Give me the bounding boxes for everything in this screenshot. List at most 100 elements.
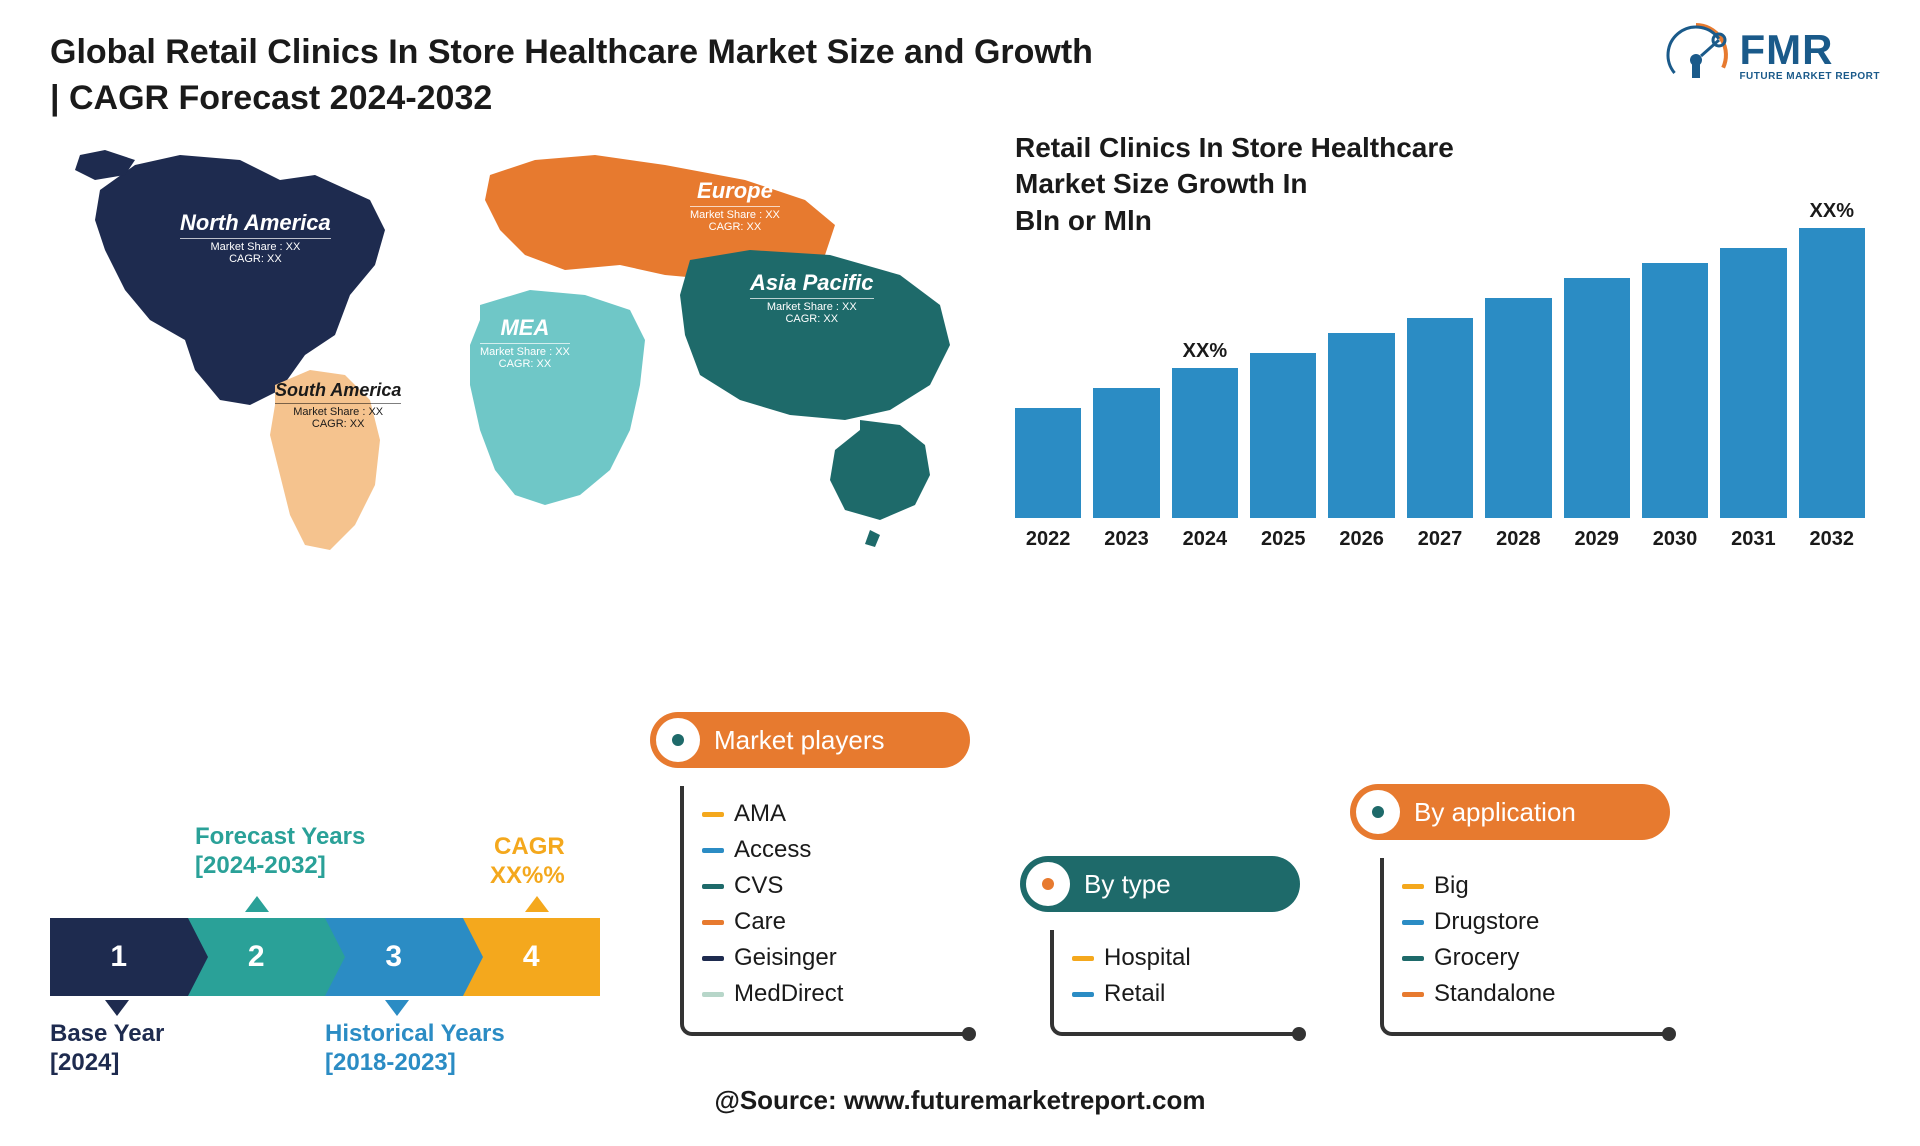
region-eu-share: Market Share : XX	[690, 206, 780, 221]
world-map: North America Market Share : XX CAGR: XX…	[50, 140, 990, 560]
bar-year-label: 2024	[1183, 528, 1228, 551]
bar-2027: 2027	[1407, 318, 1473, 551]
list-item-label: Drugstore	[1434, 908, 1539, 936]
bar-2025: 2025	[1250, 353, 1316, 551]
bar-year-label: 2032	[1810, 528, 1855, 551]
source-text: @Source: www.futuremarketreport.com	[714, 1085, 1205, 1116]
tl-cagr-sub: XX%%	[490, 862, 565, 891]
bar-rect	[1485, 298, 1551, 518]
growth-bar-chart: Retail Clinics In Store Healthcare Marke…	[1015, 130, 1865, 550]
swatch-icon	[1402, 920, 1424, 925]
list-item: Retail	[1072, 976, 1300, 1012]
swatch-icon	[702, 812, 724, 817]
tl-seg-3: 3	[325, 918, 463, 996]
region-sa-cagr: CAGR: XX	[275, 418, 401, 430]
region-mea-name: MEA	[480, 315, 570, 341]
bar-rect	[1564, 278, 1630, 518]
logo-fmr-text: FMR	[1739, 29, 1880, 71]
region-ap-share: Market Share : XX	[750, 298, 874, 313]
tl-seg-1: 1	[50, 918, 188, 996]
pill-app-title: By application	[1414, 797, 1576, 828]
bar-year-label: 2027	[1418, 528, 1463, 551]
tl-forecast-sub: [2024-2032]	[195, 852, 365, 881]
swatch-icon	[1402, 884, 1424, 889]
market-players-section: Market players AMA Access CVS Care Geisinger…	[650, 712, 970, 1036]
bar-year-label: 2026	[1339, 528, 1384, 551]
region-na-cagr: CAGR: XX	[180, 253, 331, 265]
logo-sub-text: FUTURE MARKET REPORT	[1739, 71, 1880, 82]
list-item: Big	[1402, 868, 1670, 904]
list-item-label: CVS	[734, 872, 783, 900]
region-na-share: Market Share : XX	[180, 238, 331, 253]
bar-year-label: 2031	[1731, 528, 1776, 551]
bar-2029: 2029	[1564, 278, 1630, 551]
tl-hist-title: Historical Years	[325, 1020, 505, 1049]
bar-year-label: 2023	[1104, 528, 1149, 551]
tl-forecast-title: Forecast Years	[195, 823, 365, 852]
bar-year-label: 2025	[1261, 528, 1306, 551]
list-item: Care	[702, 904, 970, 940]
bar-2031: 2031	[1720, 248, 1786, 551]
region-ap-name: Asia Pacific	[750, 270, 874, 296]
bar-rect	[1250, 353, 1316, 518]
tl-base-title: Base Year	[50, 1020, 164, 1049]
by-type-section: By type HospitalRetail	[1020, 856, 1300, 1036]
by-application-section: By application Big Drugstore Grocery Standa…	[1350, 784, 1670, 1036]
page-title: Global Retail Clinics In Store Healthcar…	[50, 30, 1100, 122]
chart-title-l3: Bln or Mln	[1015, 203, 1865, 239]
fmr-logo: FMR FUTURE MARKET REPORT	[1661, 20, 1880, 90]
swatch-icon	[702, 992, 724, 997]
bar-2024: XX%2024	[1172, 368, 1238, 551]
map-north-america	[95, 155, 385, 405]
bar-rect	[1799, 228, 1865, 518]
bar-rect	[1093, 388, 1159, 518]
fmr-logo-icon	[1661, 20, 1731, 90]
bar-year-label: 2028	[1496, 528, 1541, 551]
bar-rect	[1407, 318, 1473, 518]
list-item: CVS	[702, 868, 970, 904]
pill-dot-icon	[1026, 862, 1070, 906]
swatch-icon	[1402, 992, 1424, 997]
bar-rect	[1172, 368, 1238, 518]
bar-2032: XX%2032	[1799, 228, 1865, 551]
list-item: MedDirect	[702, 976, 970, 1012]
bar-year-label: 2022	[1026, 528, 1071, 551]
list-item-label: Access	[734, 836, 811, 864]
list-item-label: Standalone	[1434, 980, 1555, 1008]
bar-rect	[1328, 333, 1394, 518]
list-item: Access	[702, 832, 970, 868]
region-sa-share: Market Share : XX	[275, 403, 401, 418]
swatch-icon	[702, 920, 724, 925]
list-item-label: Retail	[1104, 980, 1165, 1008]
region-na-name: North America	[180, 210, 331, 236]
bar-annotation: XX%	[1810, 200, 1854, 223]
bar-2022: 2022	[1015, 408, 1081, 551]
tl-base-sub: [2024]	[50, 1049, 164, 1078]
bar-2023: 2023	[1093, 388, 1159, 551]
tl-hist-sub: [2018-2023]	[325, 1049, 505, 1078]
list-item: Hospital	[1072, 940, 1300, 976]
list-item: Drugstore	[1402, 904, 1670, 940]
bar-annotation: XX%	[1183, 340, 1227, 363]
list-item-label: Big	[1434, 872, 1469, 900]
swatch-icon	[702, 956, 724, 961]
bar-2026: 2026	[1328, 333, 1394, 551]
list-item: Geisinger	[702, 940, 970, 976]
list-item-label: Care	[734, 908, 786, 936]
region-sa-name: South America	[275, 380, 401, 401]
timeline-chevron: Forecast Years [2024-2032] CAGR XX%% 1 2…	[50, 918, 600, 996]
bar-2030: 2030	[1642, 263, 1708, 551]
region-mea-share: Market Share : XX	[480, 343, 570, 358]
chart-title-l2: Market Size Growth In	[1015, 166, 1865, 202]
list-item: AMA	[702, 796, 970, 832]
list-item: Grocery	[1402, 940, 1670, 976]
tl-seg-4: 4	[463, 918, 601, 996]
bar-year-label: 2030	[1653, 528, 1698, 551]
pill-dot-icon	[1356, 790, 1400, 834]
list-item-label: MedDirect	[734, 980, 843, 1008]
swatch-icon	[1072, 956, 1094, 961]
list-item-label: Grocery	[1434, 944, 1519, 972]
region-mea-cagr: CAGR: XX	[480, 358, 570, 370]
pill-players-title: Market players	[714, 725, 885, 756]
chart-title-l1: Retail Clinics In Store Healthcare	[1015, 130, 1865, 166]
